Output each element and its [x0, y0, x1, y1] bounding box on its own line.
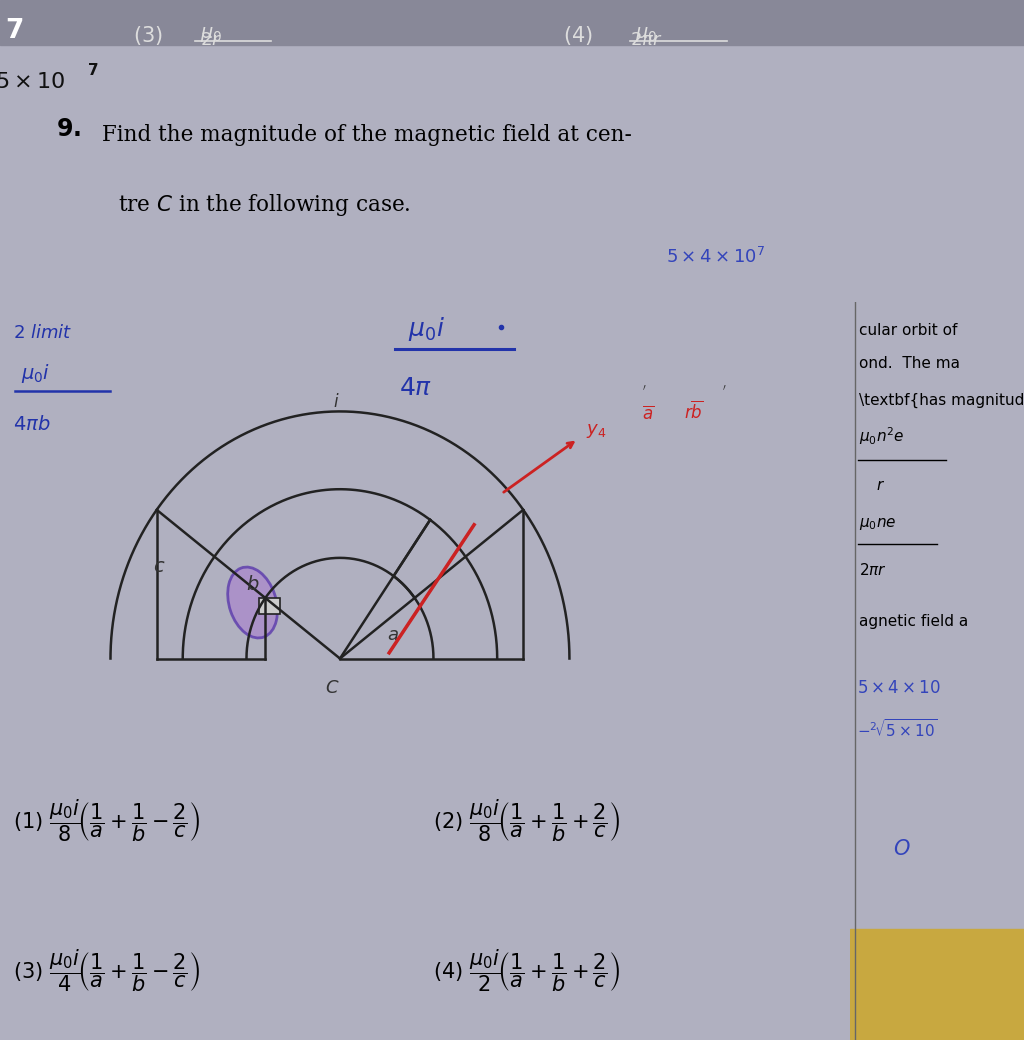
- Text: $a$: $a$: [387, 626, 398, 644]
- Text: $\mu_0 i$: $\mu_0 i$: [408, 315, 444, 343]
- Text: $\mu_0$: $\mu_0$: [635, 25, 657, 45]
- Text: $'$: $'$: [723, 384, 727, 398]
- Text: $(1)\ \dfrac{\mu_0 i}{8}\!\left(\dfrac{1}{a}+\dfrac{1}{b}-\dfrac{2}{c}\right)$: $(1)\ \dfrac{\mu_0 i}{8}\!\left(\dfrac{1…: [12, 798, 200, 844]
- Text: $\mu_0 ne$: $\mu_0 ne$: [858, 516, 896, 531]
- FancyBboxPatch shape: [258, 598, 280, 615]
- Bar: [850, 930, 1024, 1040]
- Text: $5\times10$: $5\times10$: [0, 73, 66, 93]
- Text: tre $C$ in the following case.: tre $C$ in the following case.: [118, 192, 411, 218]
- Text: $(2)\ \dfrac{\mu_0 i}{8}\!\left(\dfrac{1}{a}+\dfrac{1}{b}+\dfrac{2}{c}\right)$: $(2)\ \dfrac{\mu_0 i}{8}\!\left(\dfrac{1…: [433, 798, 621, 844]
- Text: $C$: $C$: [325, 679, 339, 697]
- Text: agnetic field a: agnetic field a: [858, 615, 968, 629]
- Text: $\mathbf{9.}$: $\mathbf{9.}$: [56, 118, 81, 140]
- Text: $i$: $i$: [333, 393, 340, 411]
- Text: $\mathbf{7}$: $\mathbf{7}$: [5, 19, 24, 45]
- Text: $\mu_0$: $\mu_0$: [200, 25, 222, 45]
- Text: $(4)\ \dfrac{\mu_0 i}{2}\!\left(\dfrac{1}{a}+\dfrac{1}{b}+\dfrac{2}{c}\right)$: $(4)\ \dfrac{\mu_0 i}{2}\!\left(\dfrac{1…: [433, 947, 621, 994]
- Text: $\mathbf{7}$: $\mathbf{7}$: [87, 62, 98, 78]
- Text: $2\pi r$: $2\pi r$: [858, 562, 887, 578]
- Text: \textbf{has magnitud}: \textbf{has magnitud}: [858, 393, 1024, 408]
- Text: ond.  The ma: ond. The ma: [858, 356, 959, 371]
- Text: cular orbit of: cular orbit of: [858, 322, 957, 338]
- Text: $\it{2\ limit}$: $\it{2\ limit}$: [12, 324, 73, 342]
- Text: $2r$: $2r$: [200, 31, 221, 49]
- Text: $\mu_0 i$: $\mu_0 i$: [22, 362, 50, 386]
- Text: $(3)\ \dfrac{\mu_0 i}{4}\!\left(\dfrac{1}{a}+\dfrac{1}{b}-\dfrac{2}{c}\right)$: $(3)\ \dfrac{\mu_0 i}{4}\!\left(\dfrac{1…: [12, 947, 200, 994]
- Text: $(3)$: $(3)$: [133, 24, 163, 47]
- Text: $(4)$: $(4)$: [563, 24, 593, 47]
- Text: Find the magnitude of the magnetic field at cen-: Find the magnitude of the magnetic field…: [102, 124, 632, 146]
- Bar: [0, 0, 1024, 45]
- Text: $5\times4\times10^7$: $5\times4\times10^7$: [666, 248, 765, 267]
- Text: $4\pi b$: $4\pi b$: [12, 415, 50, 434]
- Text: $-^2\!\sqrt{5\times10}$: $-^2\!\sqrt{5\times10}$: [857, 719, 938, 740]
- Text: $c$: $c$: [153, 556, 166, 575]
- Text: $'$: $'$: [642, 384, 646, 398]
- Text: $\overline{a}$: $\overline{a}$: [642, 405, 654, 422]
- Text: $\mu_0 n^2 e$: $\mu_0 n^2 e$: [858, 425, 904, 447]
- Text: $\it{y_4}$: $\it{y_4}$: [587, 422, 607, 440]
- Text: $5\times4\times10$: $5\times4\times10$: [857, 679, 941, 697]
- Ellipse shape: [227, 567, 278, 638]
- Text: $r\overline{b}$: $r\overline{b}$: [684, 400, 703, 422]
- Text: $2\pi r$: $2\pi r$: [630, 31, 663, 49]
- Text: $O$: $O$: [893, 839, 911, 859]
- Text: $b$: $b$: [247, 575, 260, 594]
- Text: $r$: $r$: [876, 478, 885, 493]
- Text: $4\pi$: $4\pi$: [399, 375, 433, 400]
